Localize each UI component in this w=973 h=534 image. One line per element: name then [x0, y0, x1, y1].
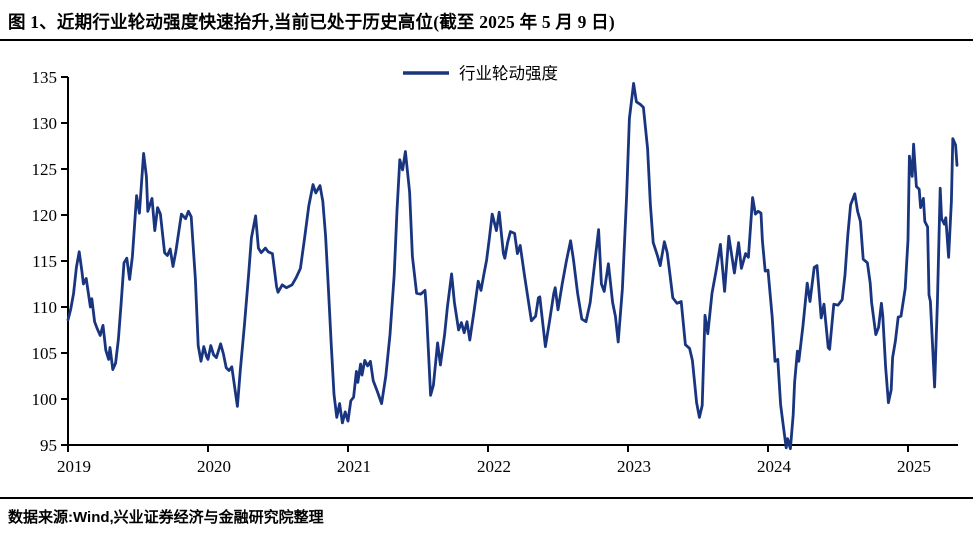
x-axis-tick-label: 2024 — [757, 457, 792, 476]
data-source-note: 数据来源:Wind,兴业证券经济与金融研究院整理 — [0, 497, 973, 534]
y-axis-tick-label: 105 — [32, 344, 58, 363]
series-line-rotation-intensity — [66, 82, 959, 451]
figure-title: 图 1、近期行业轮动强度快速抬升,当前已处于历史高位(截至 2025 年 5 月… — [0, 0, 973, 41]
axis-frame — [67, 77, 958, 446]
y-axis-tick-label: 120 — [32, 206, 58, 225]
y-axis-tick-label: 135 — [32, 68, 58, 87]
x-axis-tick-label: 2019 — [57, 457, 91, 476]
y-axis-tick-label: 125 — [32, 160, 58, 179]
legend-label: 行业轮动强度 — [459, 64, 558, 83]
y-axis-tick-label: 130 — [32, 114, 58, 133]
x-axis-tick-label: 2020 — [197, 457, 231, 476]
chart-area: 行业轮动强度 95 100 105 110 115 120 125 130 135 2019 2020… — [0, 41, 973, 497]
x-axis-tick-label: 2025 — [897, 457, 931, 476]
rotation-intensity-line-chart: 行业轮动强度 95 100 105 110 115 120 125 130 135 2019 2020… — [32, 64, 959, 476]
y-axis-tick-label: 95 — [40, 436, 57, 455]
x-axis-tick-label: 2021 — [337, 457, 371, 476]
y-axis-tick-label: 115 — [32, 252, 57, 271]
x-axis-tick-label: 2023 — [617, 457, 651, 476]
y-axis-tick-label: 110 — [32, 298, 57, 317]
x-axis-tick-label: 2022 — [477, 457, 511, 476]
y-axis-tick-label: 100 — [32, 390, 58, 409]
